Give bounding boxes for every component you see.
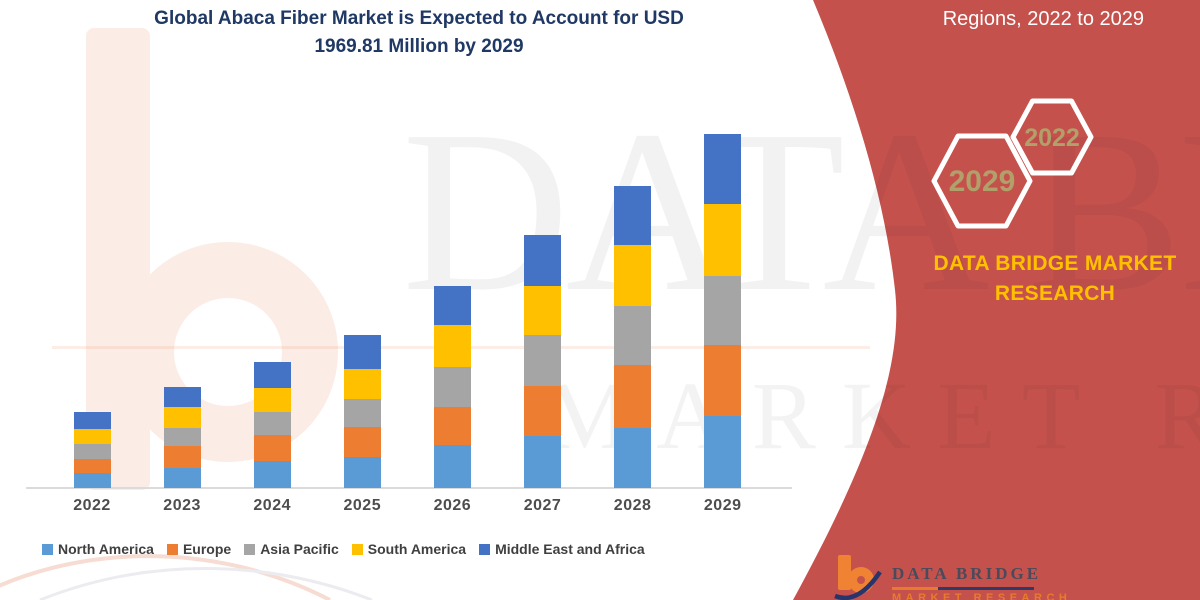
x-axis-line: [26, 487, 792, 489]
bar-segment-2025-asia-pacific: [343, 399, 381, 428]
chart-title: Global Abaca Fiber Market is Expected to…: [28, 5, 810, 61]
bar-2026: [433, 286, 471, 488]
bar-segment-2025-europe: [343, 427, 381, 458]
regions-caption: Regions, 2022 to 2029: [942, 8, 1144, 30]
bar-segment-2028-middle-east-and-africa: [614, 186, 652, 246]
bar-segment-2022-asia-pacific: [73, 443, 111, 459]
bar-segment-2023-asia-pacific: [163, 428, 201, 447]
x-axis-label-2025: 2025: [343, 497, 382, 514]
bar-2027: [524, 235, 561, 488]
x-axis-label-2026: 2026: [433, 497, 472, 514]
x-axis-label-2022: 2022: [73, 497, 111, 514]
legend-item-asia-pacific: Asia Pacific: [244, 541, 339, 557]
legend-swatch: [479, 543, 491, 555]
legend-item-north-america: North America: [42, 541, 154, 557]
legend-swatch: [351, 543, 363, 555]
bar-segment-2022-europe: [73, 458, 111, 473]
brand-text: DATA BRIDGE MARKET RESEARCH: [905, 249, 1200, 309]
bar-2025: [343, 335, 381, 488]
bar-segment-2025-middle-east-and-africa: [343, 335, 381, 370]
bar-segment-2024-south-america: [253, 387, 291, 412]
legend-label: Europe: [182, 541, 232, 557]
legend-item-south-america: South America: [351, 541, 467, 557]
bar-segment-2026-middle-east-and-africa: [433, 286, 471, 326]
x-axis-label-2028: 2028: [613, 497, 652, 514]
dbmr-b-logo-watermark: [0, 28, 373, 600]
bar-segment-2024-asia-pacific: [253, 412, 291, 435]
x-axis-label-2024: 2024: [253, 497, 291, 514]
footer-logo-subtext: MARKET RESEARCH: [892, 592, 1072, 600]
bar-segment-2024-europe: [253, 435, 291, 462]
bar-2028: [614, 186, 652, 488]
bar-segment-2027-asia-pacific: [524, 335, 561, 387]
x-axis-label-2027: 2027: [523, 497, 562, 514]
bar-segment-2025-south-america: [343, 369, 381, 400]
bar-segment-2028-asia-pacific: [614, 305, 652, 365]
bar-segment-2023-north-america: [163, 468, 201, 488]
bar-segment-2028-south-america: [614, 245, 652, 306]
x-axis-label-2023: 2023: [163, 497, 201, 514]
bar-segment-2029-europe: [704, 344, 742, 416]
red-side-panel: [793, 0, 1200, 600]
legend-label: Asia Pacific: [260, 541, 339, 557]
bar-segment-2022-south-america: [73, 429, 111, 444]
bar-segment-2028-europe: [614, 364, 652, 428]
bar-segment-2023-europe: [163, 446, 201, 469]
bar-2023: [163, 387, 201, 488]
bar-segment-2026-asia-pacific: [433, 367, 471, 408]
footer-logo-name: DATA BRIDGE: [892, 564, 1042, 583]
x-axis-label-2029: 2029: [703, 497, 742, 514]
bar-segment-2023-middle-east-and-africa: [163, 387, 201, 408]
chart-title-line1: Global Abaca Fiber Market is Expected to…: [154, 8, 684, 29]
legend-item-europe: Europe: [166, 541, 232, 557]
legend-swatch: [166, 543, 178, 555]
bar-segment-2026-europe: [433, 407, 471, 446]
bar-segment-2023-south-america: [163, 407, 201, 429]
bar-segment-2027-middle-east-and-africa: [524, 235, 561, 287]
bar-2022: [73, 412, 111, 488]
bar-segment-2022-north-america: [73, 472, 111, 488]
legend-item-middle-east-and-africa: Middle East and Africa: [479, 541, 645, 557]
bar-segment-2029-south-america: [704, 203, 742, 276]
legend-swatch: [244, 543, 256, 555]
bar-segment-2024-north-america: [253, 461, 291, 488]
footer-logo: DATA BRIDGE MARKET RESEARCH: [830, 552, 1120, 600]
bar-segment-2025-north-america: [343, 457, 381, 488]
legend-swatch: [42, 543, 53, 555]
bar-segment-2024-middle-east-and-africa: [253, 361, 291, 388]
chart-title-line2: 1969.81 Million by 2029: [314, 36, 524, 57]
watermark-text-line2: MARKET RESEARCH: [545, 362, 1200, 469]
bar-segment-2027-north-america: [524, 436, 561, 488]
bar-segment-2029-north-america: [704, 415, 742, 488]
bar-segment-2026-north-america: [433, 445, 471, 488]
brand-text-line2: RESEARCH: [994, 282, 1116, 305]
bar-segment-2029-asia-pacific: [704, 275, 742, 345]
bar-segment-2022-middle-east-and-africa: [73, 412, 111, 430]
bar-segment-2029-middle-east-and-africa: [704, 134, 742, 204]
footer-logo-b-icon: [834, 555, 882, 600]
bar-segment-2026-south-america: [433, 325, 471, 368]
brand-text-line1: DATA BRIDGE MARKET: [933, 252, 1177, 275]
bar-2024: [253, 361, 291, 488]
bar-segment-2028-north-america: [614, 427, 652, 488]
legend-label: South America: [367, 541, 467, 557]
bar-2029: [704, 134, 742, 488]
footer-logo-underline: [892, 587, 1034, 590]
bar-segment-2027-south-america: [524, 286, 561, 336]
bar-segment-2027-europe: [524, 386, 561, 437]
legend-label: Middle East and Africa: [495, 541, 645, 557]
legend-label: North America: [58, 541, 154, 557]
chart-legend: North America Europe Asia Pacific South Ame…: [42, 541, 645, 557]
